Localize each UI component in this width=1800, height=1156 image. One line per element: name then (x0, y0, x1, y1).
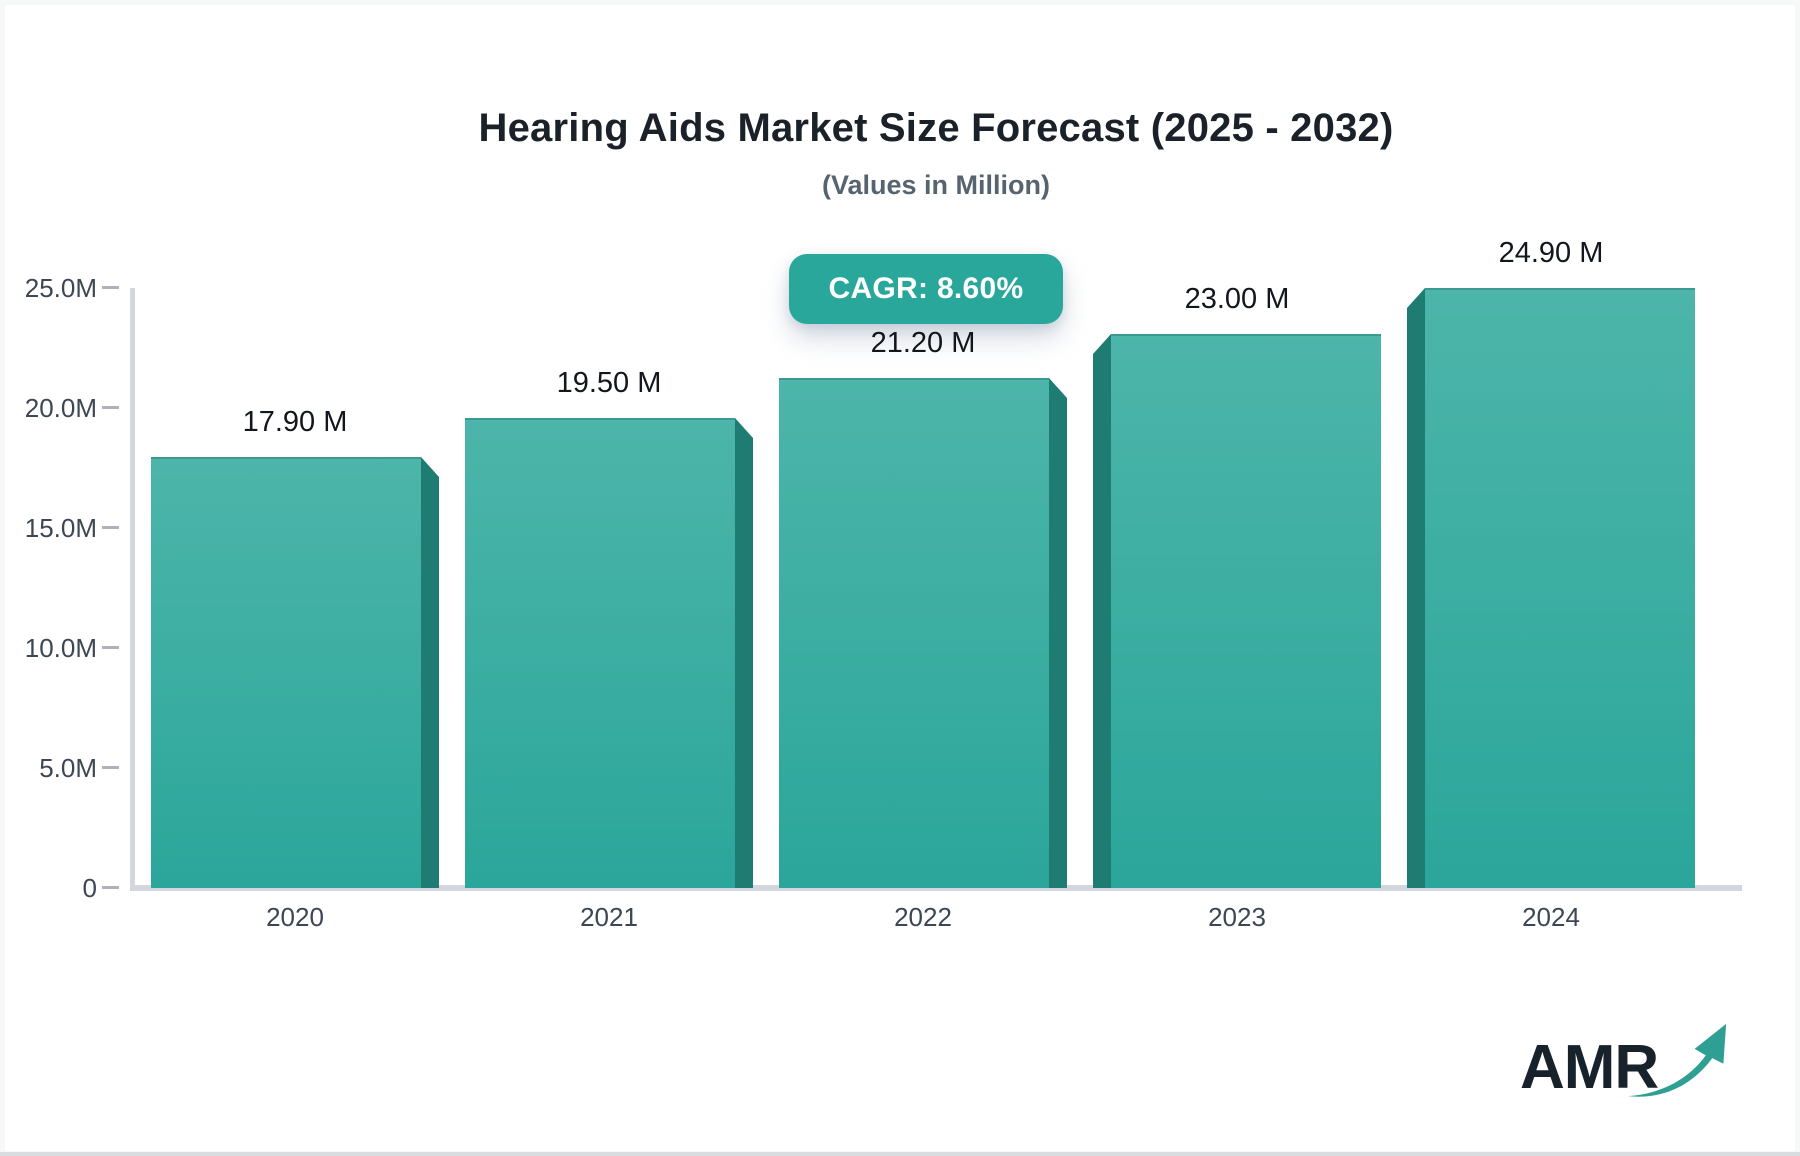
y-tick-mark (102, 766, 119, 769)
bar-face-2024 (1425, 288, 1695, 888)
y-tick-label-15.0M: 15.0M (24, 513, 97, 543)
amr-logo-text: AMR (1520, 1033, 1659, 1102)
y-tick-mark (102, 886, 119, 889)
growth-arrow-icon (1627, 1023, 1727, 1097)
y-tick-label-25.0M: 25.0M (24, 273, 97, 303)
y-tick-label-0: 0 (82, 873, 97, 903)
y-tick-label-10.0M: 10.0M (24, 633, 97, 663)
bar-3d-side-2023 (1093, 334, 1111, 888)
bar-2022 (779, 378, 1067, 888)
bar-2020 (151, 457, 439, 888)
bar-face-2021 (465, 418, 735, 888)
chart-subtitle: (Values in Million) (821, 170, 1051, 200)
y-axis-line (130, 288, 135, 889)
bar-3d-side-2022 (1049, 378, 1067, 888)
y-tick-mark (102, 406, 119, 409)
y-tick-mark (102, 286, 119, 289)
cagr-badge: CAGR: 8.60% (789, 254, 1063, 324)
y-tick-mark (102, 526, 119, 529)
bottom-border-line (0, 1152, 1800, 1156)
bar-3d-side-2021 (735, 418, 753, 888)
bar-face-2023 (1111, 334, 1381, 888)
bar-2023 (1093, 334, 1381, 888)
bar-value-label-2020: 17.90 M (242, 406, 348, 438)
bar-value-label-2024: 24.90 M (1498, 237, 1604, 269)
bar-value-label-2021: 19.50 M (556, 367, 662, 399)
bar-face-2022 (779, 378, 1049, 888)
amr-logo: AMR (1520, 1016, 1735, 1112)
bar-2024 (1407, 288, 1695, 888)
y-tick-mark (102, 646, 119, 649)
bar-3d-side-2020 (421, 457, 439, 888)
bar-value-label-2023: 23.00 M (1184, 283, 1290, 315)
bar-2021 (465, 418, 753, 888)
x-axis-label-2021: 2021 (580, 902, 638, 932)
bar-value-label-2022: 21.20 M (870, 327, 976, 359)
x-axis-label-2020: 2020 (266, 902, 324, 932)
x-axis-label-2023: 2023 (1208, 902, 1266, 932)
y-tick-label-20.0M: 20.0M (24, 393, 97, 423)
cagr-badge-label: CAGR: 8.60% (828, 272, 1024, 305)
y-tick-label-5.0M: 5.0M (39, 753, 97, 783)
bar-3d-side-2024 (1407, 288, 1425, 888)
x-axis-label-2022: 2022 (894, 902, 952, 932)
chart-title: Hearing Aids Market Size Forecast (2025 … (478, 106, 1394, 150)
x-axis-line (130, 885, 1742, 891)
x-axis-label-2024: 2024 (1522, 902, 1580, 932)
bar-face-2020 (151, 457, 421, 888)
